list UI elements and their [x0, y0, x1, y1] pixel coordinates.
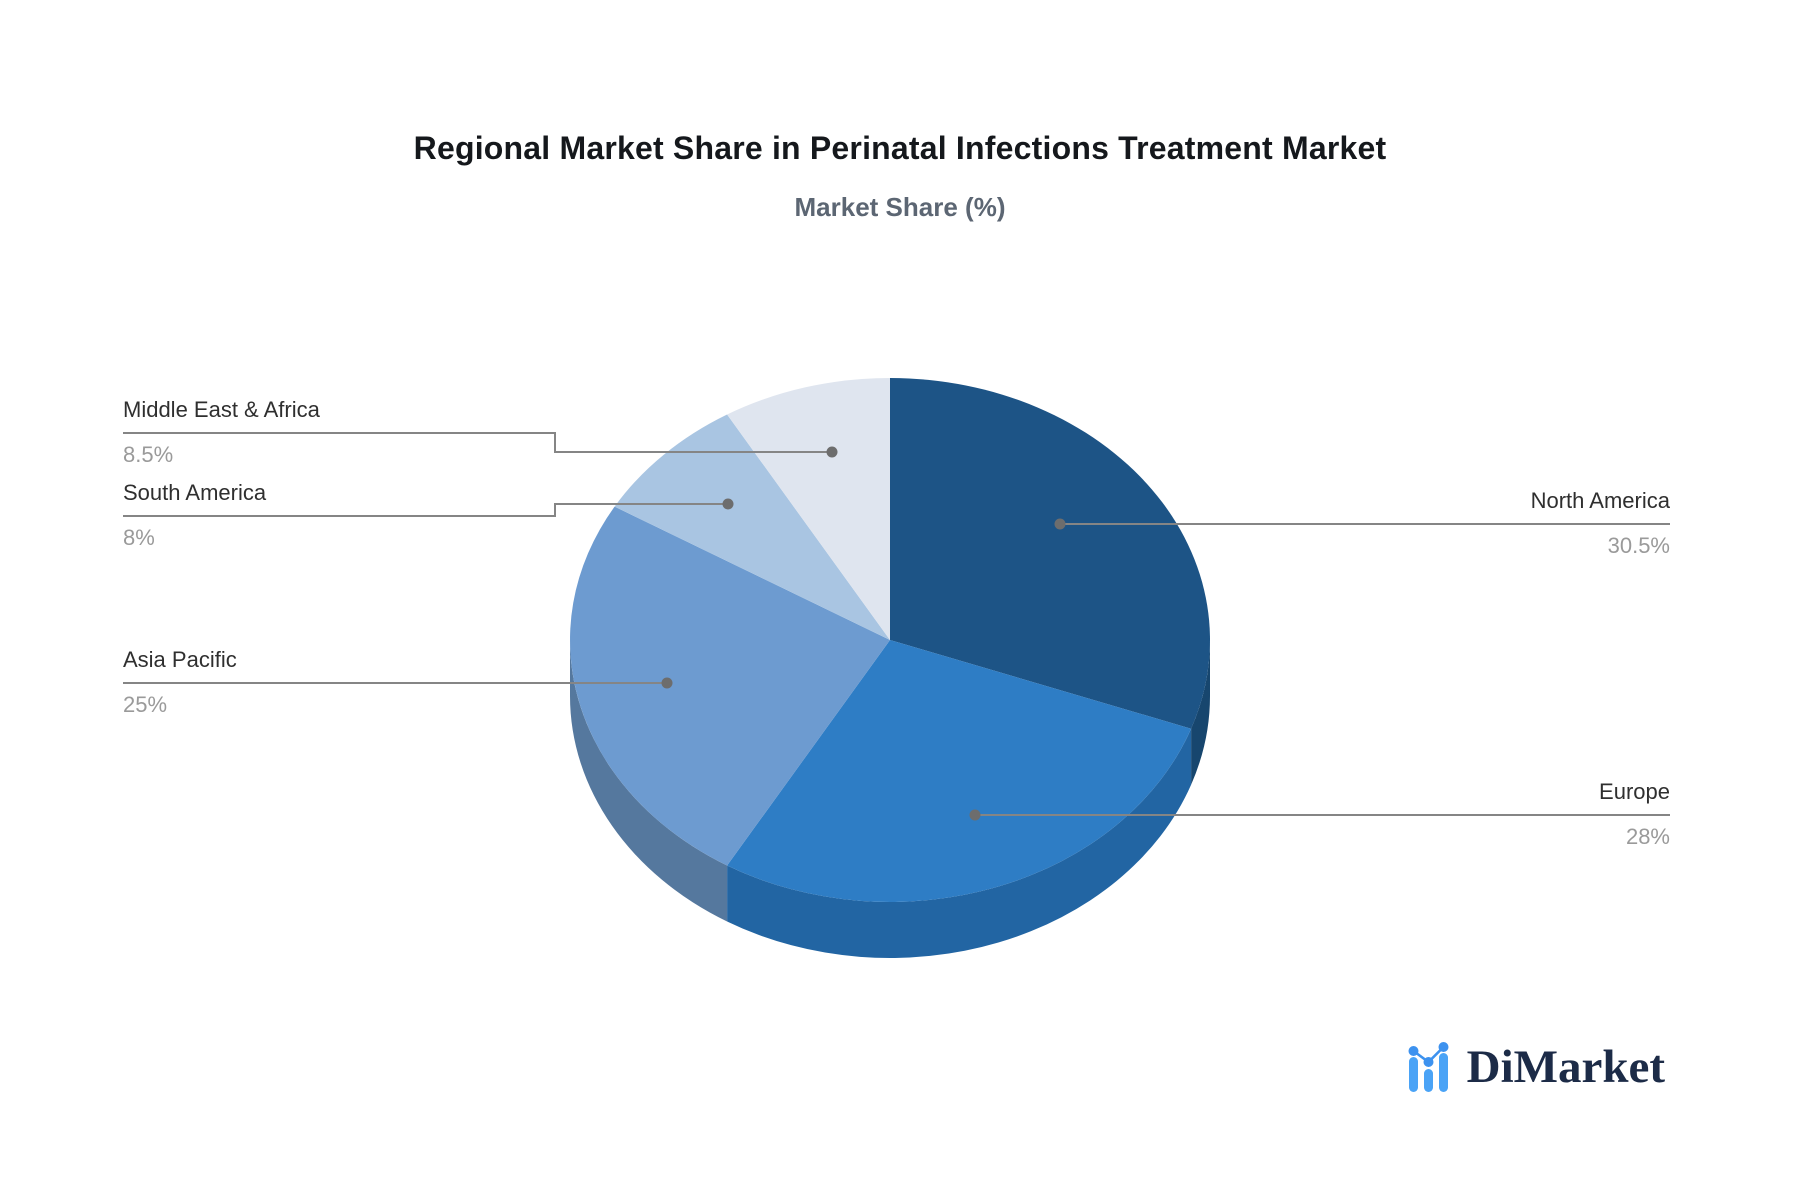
callout-label: Europe [1599, 779, 1670, 804]
dimarket-logo: DiMarket [1408, 1038, 1665, 1092]
callout-value: 8.5% [123, 442, 174, 467]
pie-slice-north-america[interactable] [890, 378, 1210, 729]
callout-label: Asia Pacific [123, 647, 237, 672]
pie-slice-asia-pacific[interactable] [570, 506, 890, 866]
callout-label: North America [1530, 488, 1670, 513]
callout-dot-south-america [722, 498, 734, 510]
pie-callout-middle-east-africa: Middle East & Africa 8.5% [123, 397, 320, 468]
chart-subtitle: Market Share (%) [794, 192, 1006, 222]
callout-label: Middle East & Africa [123, 397, 320, 422]
callout-value: 30.5% [1607, 533, 1670, 558]
callout-value: 25% [123, 692, 168, 717]
callout-line-south-america [123, 503, 728, 517]
callout-line-middle-east-africa [123, 432, 832, 453]
callout-lines [123, 432, 1670, 816]
callout-dot-asia-pacific [661, 677, 673, 689]
pie-slice-side-asia-pacific [570, 640, 728, 922]
pie-slice-south-america[interactable] [614, 414, 890, 641]
pie-callout-asia-pacific: Asia Pacific 25% [123, 647, 237, 718]
pie-callout-europe: Europe 28% [1599, 779, 1670, 850]
callout-dot-europe [969, 809, 981, 821]
pie-callout-south-america: South America 8% [123, 480, 266, 551]
pie-slice-side-north-america [1191, 640, 1210, 785]
callout-dot-north-america [1054, 518, 1066, 530]
dimarket-logo-text: DiMarket [1466, 1041, 1665, 1093]
callout-value: 28% [1625, 824, 1670, 849]
callout-dot-middle-east-africa [826, 446, 838, 458]
callout-label: South America [123, 480, 267, 505]
callout-value: 8% [123, 525, 155, 550]
pie-side-walls [570, 640, 1210, 958]
callout-dots [661, 446, 1066, 821]
pie-slice-side-europe [727, 728, 1192, 958]
pie-slice-europe[interactable] [727, 640, 1192, 902]
dimarket-logo-icon [1408, 1042, 1449, 1092]
pie-callout-north-america: North America 30.5% [1531, 488, 1670, 559]
pie-slice-middle-east-africa[interactable] [727, 378, 890, 640]
chart-title: Regional Market Share in Perinatal Infec… [413, 130, 1387, 166]
pie-slices [570, 378, 1210, 902]
